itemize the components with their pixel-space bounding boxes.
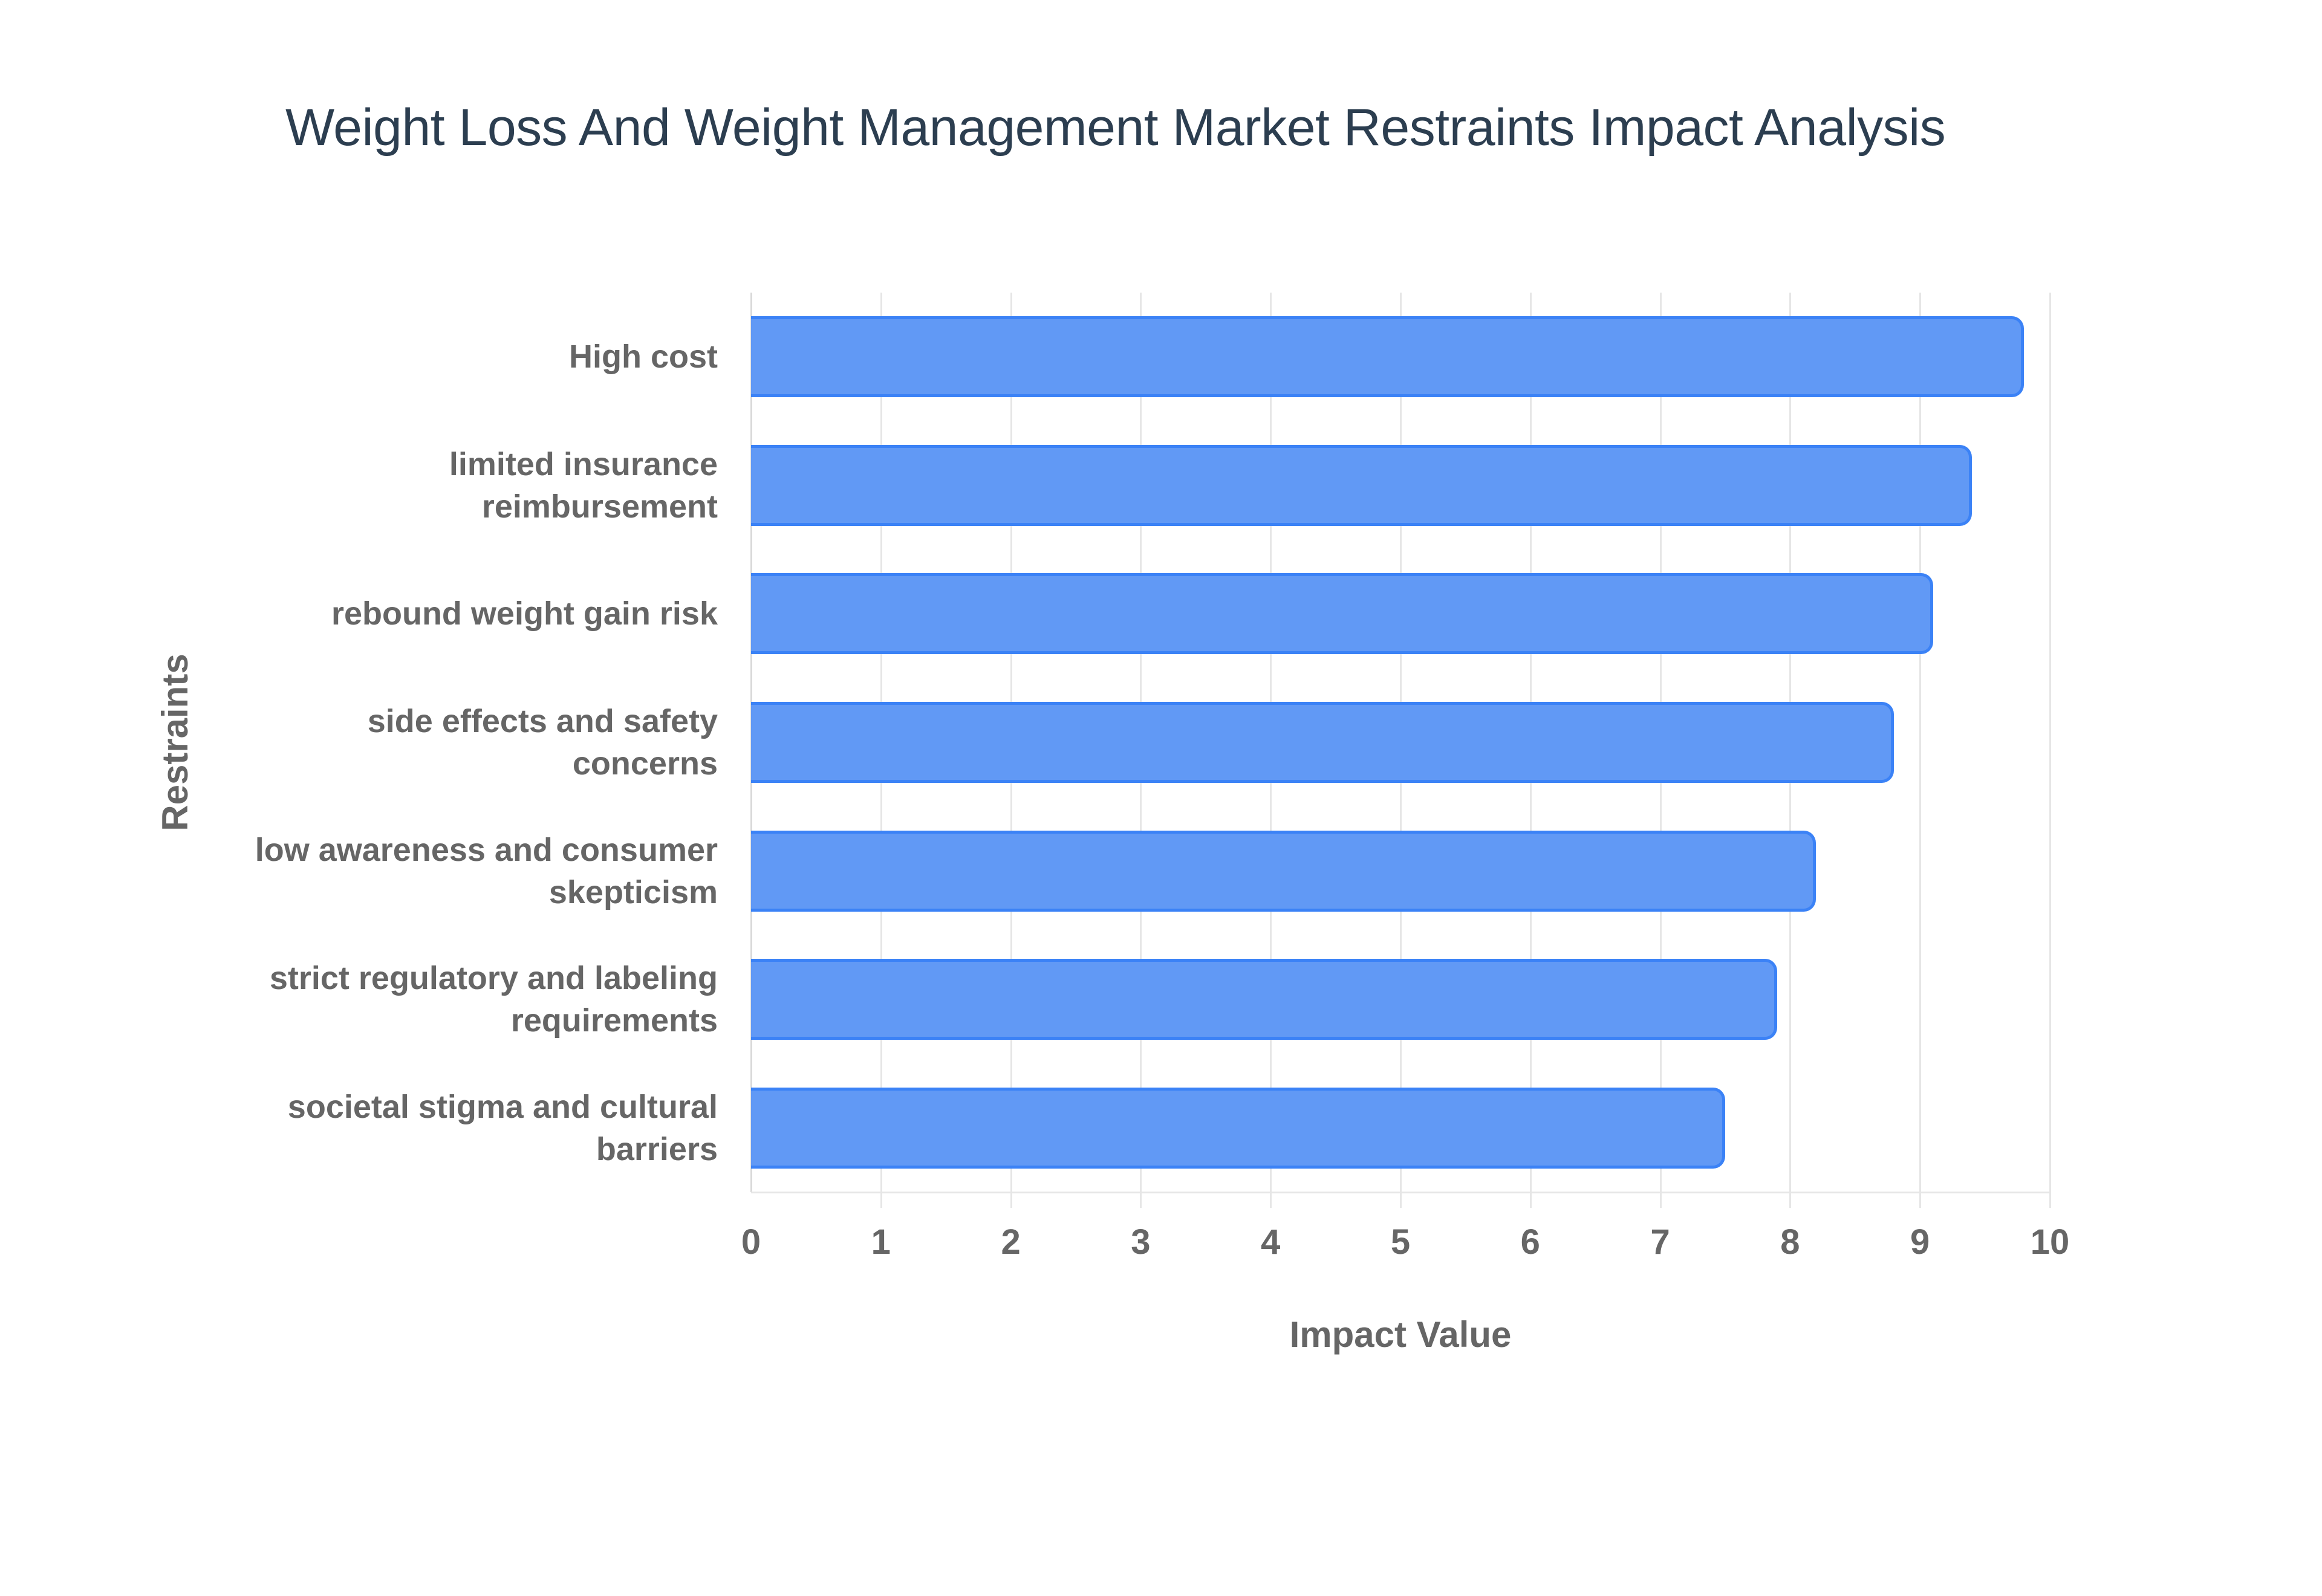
y-category-label-line: High cost [568,339,718,375]
x-axis-title: Impact Value [1289,1314,1512,1355]
x-tick-label: 8 [1780,1222,1800,1262]
y-category-label: strict regulatory and labeling requiremen… [174,957,718,1042]
x-tick-label: 5 [1390,1222,1411,1262]
gridline-10 [2049,293,2051,1208]
y-category-label-line: low awareness and consumer [255,831,718,868]
bar[interactable] [751,830,1816,912]
bar[interactable] [751,959,1777,1040]
gridline-9 [1919,293,1922,1208]
y-category-label-line: reimbursement [481,488,718,525]
y-category-label-line: limited insurance [449,446,718,482]
y-category-label: limited insurance reimbursement [174,443,718,528]
y-category-label: rebound weight gain risk [174,592,718,635]
x-tick-label: 0 [741,1222,761,1262]
y-category-label-line: requirements [510,1002,718,1039]
x-tick-label: 3 [1131,1222,1151,1262]
bar[interactable] [751,444,1972,526]
x-tick-label: 6 [1520,1222,1540,1262]
y-category-label-line: concerns [572,745,718,782]
chart-title: Weight Loss And Weight Management Market… [285,99,1946,157]
x-tick-label: 4 [1261,1222,1281,1262]
y-category-label: low awareness and consumer skepticism [174,829,718,913]
y-category-label: side effects and safety concerns [174,700,718,785]
bar[interactable] [751,573,1933,655]
bar[interactable] [751,702,1894,783]
y-category-label: societal stigma and cultural barriers [174,1086,718,1170]
y-category-label-line: strict regulatory and labeling [269,960,718,997]
y-category-label-line: rebound weight gain risk [331,595,718,632]
x-tick-label: 9 [1910,1222,1930,1262]
y-category-label-line: skepticism [548,874,718,910]
x-tick-label: 10 [2030,1222,2070,1262]
y-category-label-line: societal stigma and cultural [287,1088,718,1125]
bar[interactable] [751,1087,1725,1169]
x-axis-line [751,1192,2051,1193]
y-category-label: High cost [174,336,718,378]
y-category-label-line: barriers [596,1130,718,1167]
bar[interactable] [751,316,2024,398]
x-tick-label: 1 [871,1222,891,1262]
x-tick-label: 7 [1650,1222,1670,1262]
y-category-label-line: side effects and safety [367,703,718,739]
plot-area [750,293,2051,1208]
x-tick-label: 2 [1001,1222,1021,1262]
